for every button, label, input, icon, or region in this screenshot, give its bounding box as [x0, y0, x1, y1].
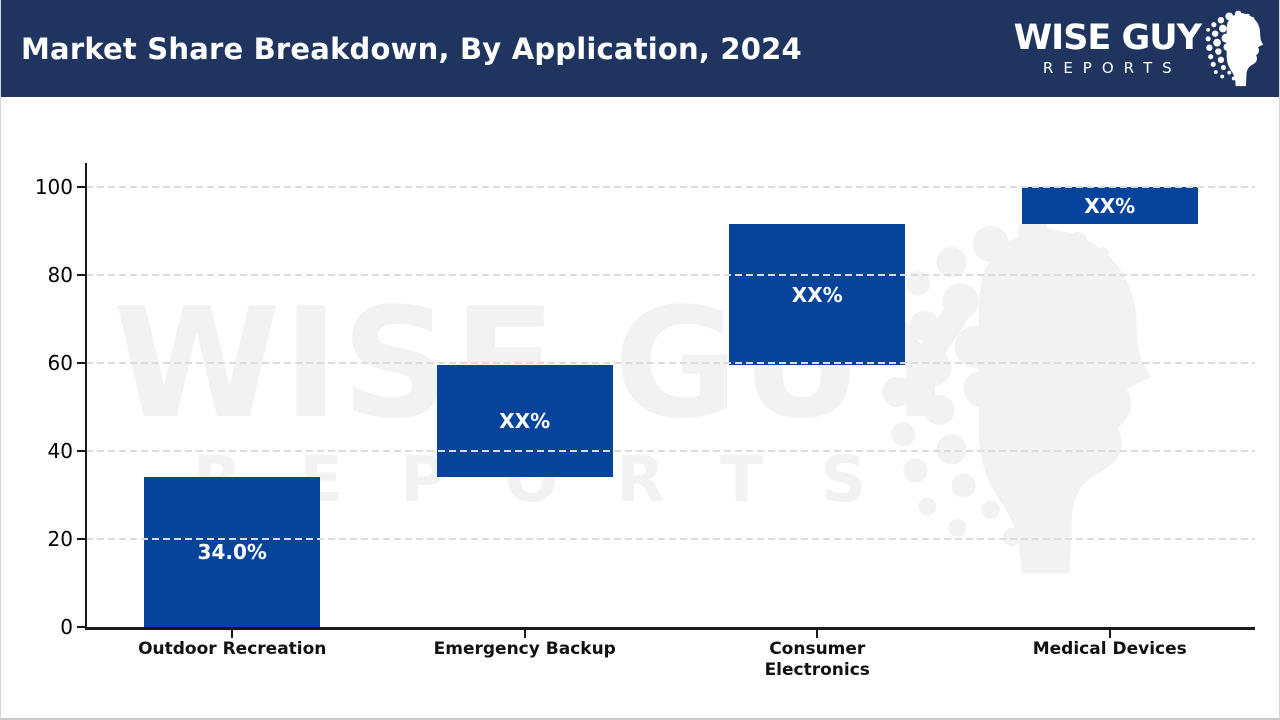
- y-tick-label-100: 100: [34, 175, 73, 199]
- x-tick-0: [231, 630, 234, 638]
- gridline-80: [86, 274, 1255, 276]
- header-bar: Market Share Breakdown, By Application, …: [1, 0, 1279, 97]
- y-tick-40: [77, 450, 85, 452]
- y-tick-label-40: 40: [47, 439, 73, 463]
- bar-value-label: XX%: [1084, 193, 1136, 218]
- y-tick-label-20: 20: [47, 527, 73, 551]
- bar-medical-devices: XX%: [1021, 187, 1198, 225]
- y-tick-20: [77, 538, 85, 540]
- x-tick-1: [523, 630, 526, 638]
- gridline-40: [86, 450, 1255, 452]
- y-tick-label-60: 60: [47, 351, 73, 375]
- gridline-20: [86, 538, 1255, 540]
- bar-value-label: 34.0%: [197, 540, 267, 565]
- y-axis-spine: [85, 163, 87, 629]
- x-tick-2: [816, 630, 819, 638]
- y-tick-label-0: 0: [60, 615, 73, 639]
- page-title: Market Share Breakdown, By Application, …: [21, 31, 802, 66]
- y-tick-label-80: 80: [47, 263, 73, 287]
- bar-value-label: XX%: [499, 409, 551, 434]
- bar-emergency-backup: XX%: [436, 365, 613, 478]
- y-tick-0: [77, 626, 85, 628]
- x-axis-spine: [85, 627, 1255, 630]
- x-tick-label-3: Medical Devices: [1032, 639, 1187, 659]
- y-tick-60: [77, 362, 85, 364]
- gridline-60: [86, 362, 1255, 364]
- brand-head-icon: [1205, 10, 1264, 86]
- brand-name: WISE GUY: [1013, 18, 1202, 58]
- x-tick-3: [1108, 630, 1111, 638]
- brand-subtitle: REPORTS: [1042, 59, 1182, 77]
- bar-consumer-electronics: XX%: [729, 224, 906, 366]
- x-tick-label-1: Emergency Backup: [433, 639, 616, 659]
- bar-outdoor-recreation: 34.0%: [144, 477, 321, 627]
- y-tick-100: [77, 186, 85, 188]
- y-tick-80: [77, 274, 85, 276]
- x-tick-label-2: Consumer Electronics: [764, 639, 870, 681]
- x-tick-label-0: Outdoor Recreation: [138, 639, 327, 659]
- brand-logo: WISE GUY REPORTS: [1014, 10, 1267, 88]
- gridline-100: [86, 186, 1255, 188]
- bar-value-label: XX%: [791, 282, 843, 307]
- brand-logo-text: WISE GUY REPORTS: [1013, 18, 1202, 77]
